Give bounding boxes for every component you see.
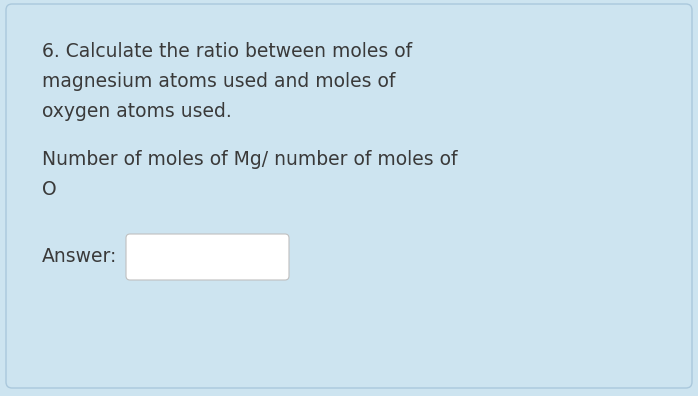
Text: Number of moles of Mg/ number of moles of: Number of moles of Mg/ number of moles o… [42, 150, 457, 169]
Text: magnesium atoms used and moles of: magnesium atoms used and moles of [42, 72, 395, 91]
FancyBboxPatch shape [126, 234, 289, 280]
FancyBboxPatch shape [6, 4, 692, 388]
Text: O: O [42, 180, 57, 199]
Text: Answer:: Answer: [42, 246, 117, 265]
Text: 6. Calculate the ratio between moles of: 6. Calculate the ratio between moles of [42, 42, 412, 61]
Text: oxygen atoms used.: oxygen atoms used. [42, 102, 232, 121]
